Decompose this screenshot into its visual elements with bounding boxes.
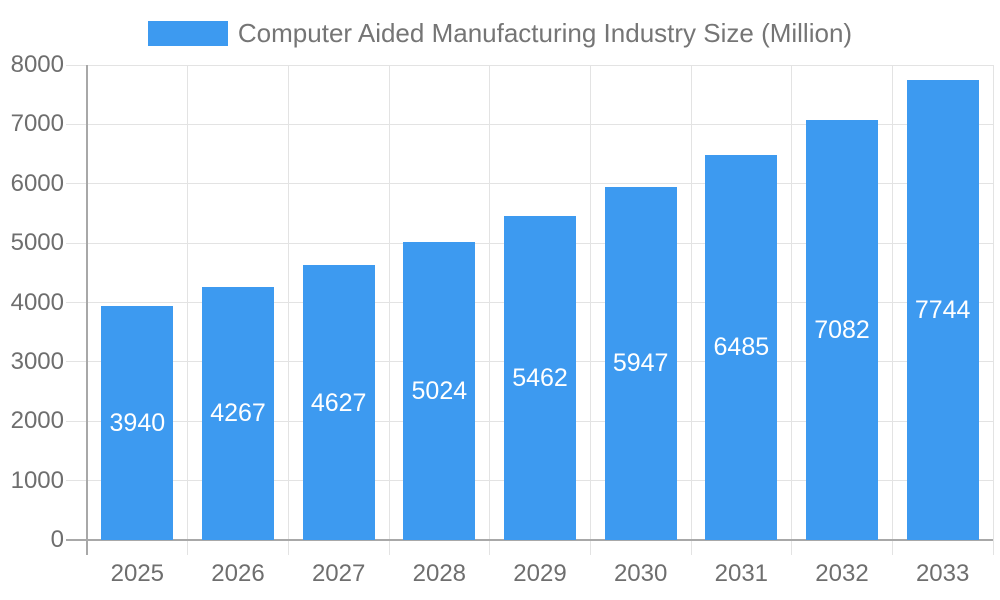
x-gridline bbox=[388, 65, 390, 555]
bar-value-label: 3940 bbox=[109, 409, 166, 438]
x-tick-label: 2027 bbox=[311, 560, 366, 587]
y-tick-label: 4000 bbox=[10, 288, 64, 316]
x-gridline bbox=[589, 65, 591, 555]
bar[interactable] bbox=[101, 306, 174, 540]
legend-swatch bbox=[147, 21, 228, 46]
bar[interactable] bbox=[202, 286, 274, 540]
y-tick-label: 3000 bbox=[10, 347, 64, 375]
y-tick-label: 5000 bbox=[10, 229, 64, 257]
x-tick-label: 2029 bbox=[513, 560, 567, 587]
x-tick-label: 2025 bbox=[110, 560, 165, 587]
y-tick-label: 8000 bbox=[10, 51, 64, 78]
bar-value-label: 6485 bbox=[713, 333, 770, 362]
x-tick-label: 2033 bbox=[915, 560, 970, 587]
y-gridline bbox=[66, 64, 993, 66]
bar[interactable] bbox=[906, 80, 979, 540]
y-tick-label: 1000 bbox=[10, 466, 64, 494]
x-gridline bbox=[690, 65, 692, 555]
x-gridline bbox=[891, 65, 893, 555]
x-gridline bbox=[489, 65, 491, 555]
y-tick-label: 2000 bbox=[10, 407, 64, 435]
x-gridline bbox=[287, 65, 289, 555]
legend[interactable]: Computer Aided Manufacturing Industry Si… bbox=[0, 18, 1000, 49]
y-gridline bbox=[66, 183, 993, 185]
bar[interactable] bbox=[504, 215, 576, 540]
bar-value-label: 5024 bbox=[411, 376, 468, 405]
y-tick-label: 0 bbox=[50, 526, 64, 553]
bar[interactable] bbox=[403, 241, 476, 540]
y-tick-label: 6000 bbox=[10, 169, 64, 197]
bar-value-label: 5947 bbox=[612, 349, 669, 378]
bar[interactable] bbox=[806, 119, 878, 540]
y-axis-line bbox=[86, 65, 88, 555]
x-tick-label: 2028 bbox=[412, 560, 467, 587]
x-gridline bbox=[992, 65, 994, 555]
bar-value-label: 4627 bbox=[310, 388, 367, 417]
bar-value-label: 4267 bbox=[210, 399, 266, 428]
x-axis-line bbox=[66, 539, 993, 541]
x-gridline bbox=[791, 65, 793, 555]
bar-value-label: 5462 bbox=[512, 363, 568, 392]
legend-label: Computer Aided Manufacturing Industry Si… bbox=[237, 18, 853, 48]
x-tick-label: 2026 bbox=[211, 560, 265, 587]
bar-value-label: 7082 bbox=[814, 315, 870, 344]
y-gridline bbox=[66, 123, 993, 125]
y-tick-label: 7000 bbox=[10, 110, 64, 138]
bar-value-label: 7744 bbox=[914, 296, 971, 325]
x-tick-label: 2030 bbox=[613, 560, 668, 587]
x-tick-label: 2032 bbox=[815, 560, 869, 587]
bar[interactable] bbox=[705, 154, 778, 540]
bar[interactable] bbox=[604, 186, 677, 540]
bar[interactable] bbox=[302, 265, 375, 540]
x-gridline bbox=[187, 65, 189, 555]
x-tick-label: 2031 bbox=[714, 560, 769, 587]
